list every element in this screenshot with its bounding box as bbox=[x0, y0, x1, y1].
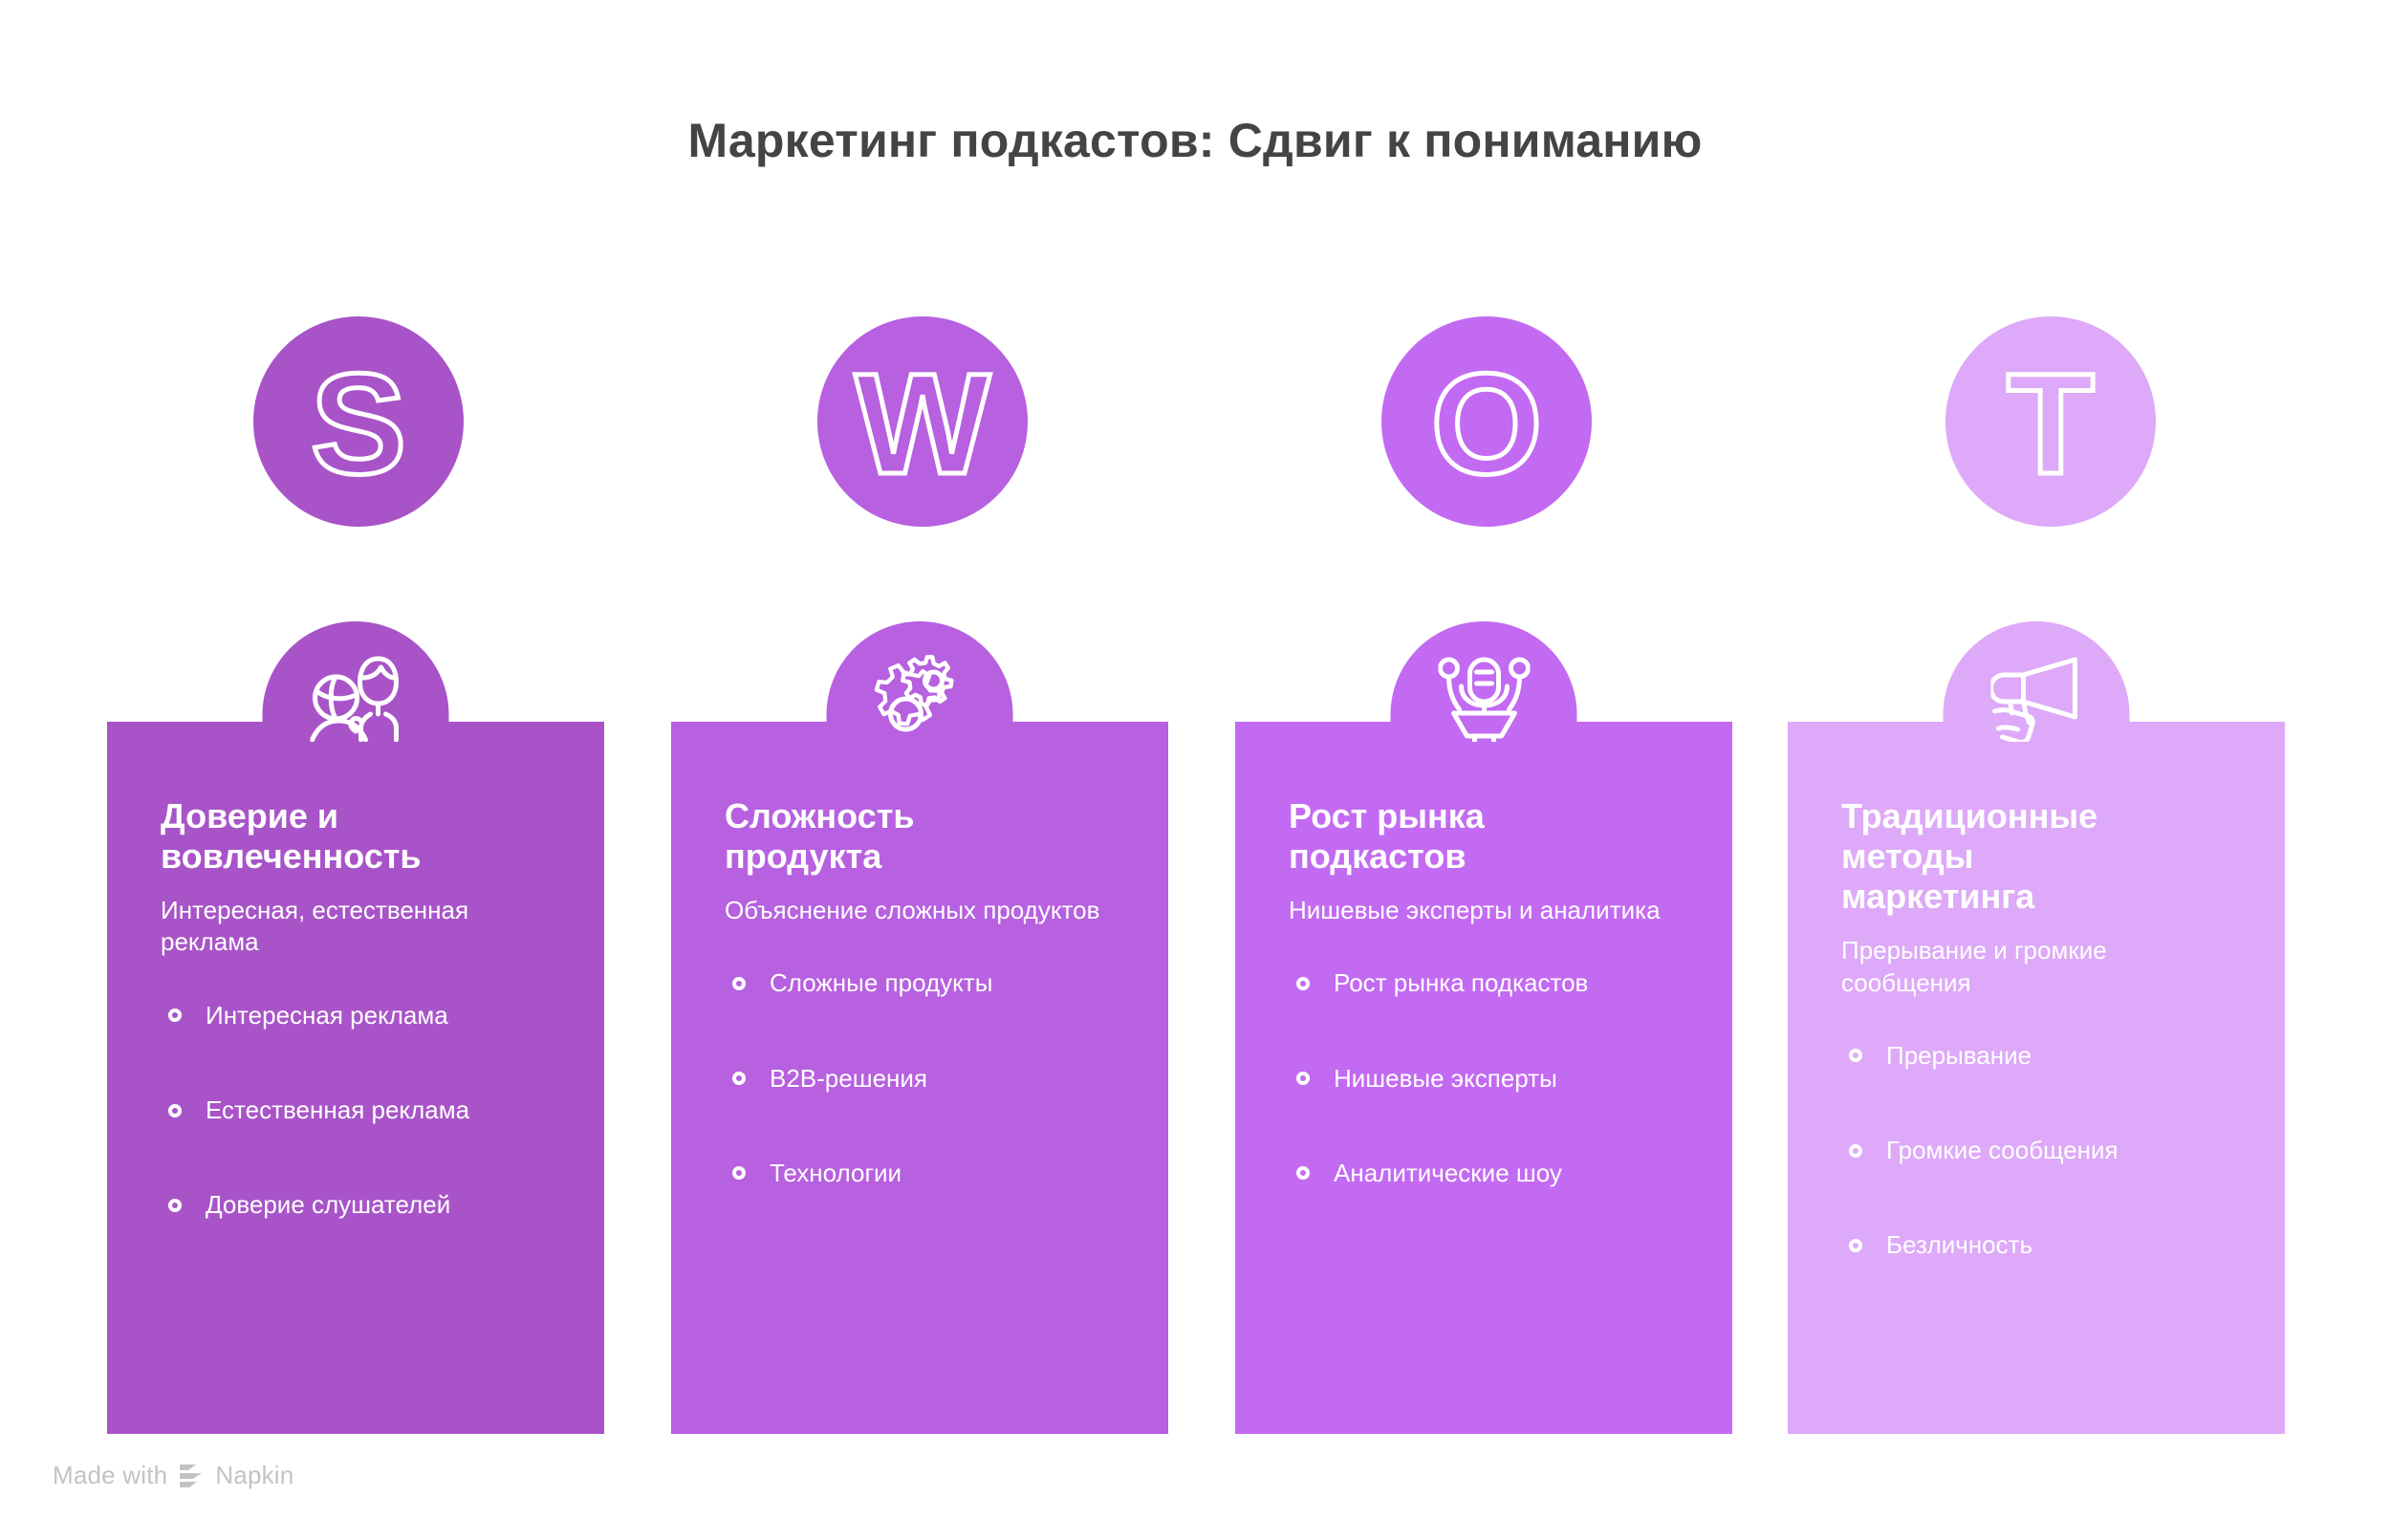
card-subtitle: Нишевые эксперты и аналитика bbox=[1289, 896, 1661, 925]
bullet-dot-icon bbox=[1849, 1238, 1862, 1252]
made-with-napkin-footer[interactable]: Made with Napkin bbox=[53, 1461, 293, 1490]
card-threats: Традиционные методы маркетинга Прерывани… bbox=[1788, 621, 2285, 1434]
card-body-opportunities: Рост рынка подкастов Нишевые эксперты и … bbox=[1235, 722, 1732, 1434]
card-tab-opportunities bbox=[1390, 621, 1577, 822]
card-opportunities: Рост рынка подкастов Нишевые эксперты и … bbox=[1235, 621, 1732, 1434]
bullet-label: B2B-решения bbox=[770, 1063, 928, 1093]
bullet-dot-icon bbox=[1296, 1072, 1310, 1086]
bullet-list: Рост рынка подкастов Нишевые эксперты Ан… bbox=[1289, 968, 1679, 1188]
megaphone-icon bbox=[1990, 657, 2077, 742]
bullet-label: Интересная реклама bbox=[206, 1000, 448, 1030]
bullet-list: Интересная реклама Естественная реклама … bbox=[161, 1001, 551, 1221]
bullet-label: Технологии bbox=[770, 1158, 902, 1187]
letter-s-glyph: S bbox=[311, 343, 406, 504]
bullet-label: Нишевые эксперты bbox=[1334, 1063, 1557, 1093]
letter-circle-strengths: S bbox=[253, 316, 464, 527]
card-body-threats: Традиционные методы маркетинга Прерывани… bbox=[1788, 722, 2285, 1434]
list-item[interactable]: Естественная реклама bbox=[161, 1095, 551, 1125]
made-with-label: Made with bbox=[53, 1461, 168, 1489]
bullet-label: Прерывание bbox=[1886, 1040, 2032, 1070]
bullet-label: Громкие сообщения bbox=[1886, 1136, 2118, 1165]
letter-circle-threats: T bbox=[1945, 316, 2156, 527]
list-item[interactable]: Прерывание bbox=[1841, 1041, 2231, 1071]
bullet-dot-icon bbox=[168, 1198, 182, 1212]
bullet-dot-icon bbox=[732, 1072, 746, 1086]
list-item[interactable]: Аналитические шоу bbox=[1289, 1159, 1679, 1188]
bullet-label: Сложные продукты bbox=[770, 968, 993, 998]
bullet-dot-icon bbox=[1296, 977, 1310, 991]
list-item[interactable]: Безличность bbox=[1841, 1230, 2231, 1260]
list-item[interactable]: Нишевые эксперты bbox=[1289, 1064, 1679, 1094]
card-body-weaknesses: Сложность продукта Объяснение сложных пр… bbox=[671, 722, 1168, 1434]
bullet-dot-icon bbox=[168, 1009, 182, 1023]
bullet-dot-icon bbox=[1849, 1143, 1862, 1158]
list-item[interactable]: Сложные продукты bbox=[725, 968, 1115, 998]
letter-t-icon: T bbox=[2005, 341, 2097, 507]
bullet-list: Прерывание Громкие сообщения Безличность bbox=[1841, 1041, 2231, 1261]
bullet-label: Рост рынка подкастов bbox=[1334, 968, 1589, 998]
letter-circle-weaknesses: W bbox=[817, 316, 1028, 527]
list-item[interactable]: Технологии bbox=[725, 1159, 1115, 1188]
list-item[interactable]: Доверие слушателей bbox=[161, 1190, 551, 1220]
bullet-dot-icon bbox=[1296, 1166, 1310, 1181]
card-strengths: Доверие и вовлеченность Интересная, есте… bbox=[107, 621, 604, 1434]
bullet-label: Безличность bbox=[1886, 1230, 2033, 1260]
list-item[interactable]: B2B-решения bbox=[725, 1064, 1115, 1094]
card-title: Традиционные методы маркетинга bbox=[1841, 796, 2098, 917]
card-subtitle: Объяснение сложных продуктов bbox=[725, 896, 1100, 925]
letter-circle-opportunities: O bbox=[1381, 316, 1592, 527]
card-title: Рост рынка подкастов bbox=[1289, 796, 1485, 877]
list-item[interactable]: Рост рынка подкастов bbox=[1289, 968, 1679, 998]
gears-icon bbox=[874, 655, 954, 732]
list-item[interactable]: Громкие сообщения bbox=[1841, 1136, 2231, 1165]
bullet-list: Сложные продукты B2B-решения Технологии bbox=[725, 968, 1115, 1188]
card-subtitle: Прерывание и громкие сообщения bbox=[1841, 936, 2107, 997]
bullet-dot-icon bbox=[1849, 1049, 1862, 1063]
bullet-label: Доверие слушателей bbox=[206, 1190, 451, 1220]
letter-o-glyph: O bbox=[1431, 343, 1543, 504]
napkin-logo-icon bbox=[180, 1464, 203, 1487]
bullet-dot-icon bbox=[732, 1166, 746, 1181]
card-tab-weaknesses bbox=[826, 621, 1013, 822]
bullet-label: Аналитические шоу bbox=[1334, 1158, 1562, 1187]
bullet-dot-icon bbox=[732, 977, 746, 991]
card-weaknesses: Сложность продукта Объяснение сложных пр… bbox=[671, 621, 1168, 1434]
bullet-dot-icon bbox=[168, 1103, 182, 1117]
list-item[interactable]: Интересная реклама bbox=[161, 1001, 551, 1030]
letter-t-glyph: T bbox=[2007, 343, 2095, 504]
card-title: Доверие и вовлеченность bbox=[161, 796, 422, 877]
card-body-strengths: Доверие и вовлеченность Интересная, есте… bbox=[107, 722, 604, 1434]
bullet-label: Естественная реклама bbox=[206, 1095, 470, 1124]
people-trust-icon bbox=[310, 656, 399, 742]
card-tab-threats bbox=[1943, 621, 2130, 822]
letter-o-icon: O bbox=[1428, 341, 1545, 507]
letter-w-glyph: W bbox=[855, 343, 990, 504]
podcast-microphone-icon bbox=[1438, 657, 1530, 742]
page-title: Маркетинг подкастов: Сдвиг к пониманию bbox=[687, 114, 1703, 167]
letter-s-icon: S bbox=[308, 341, 408, 507]
card-subtitle: Интересная, естественная реклама bbox=[161, 896, 469, 957]
letter-w-icon: W bbox=[853, 341, 993, 507]
card-tab-strengths bbox=[262, 621, 449, 822]
napkin-brand-label: Napkin bbox=[215, 1461, 294, 1489]
card-title: Сложность продукта bbox=[725, 796, 915, 877]
